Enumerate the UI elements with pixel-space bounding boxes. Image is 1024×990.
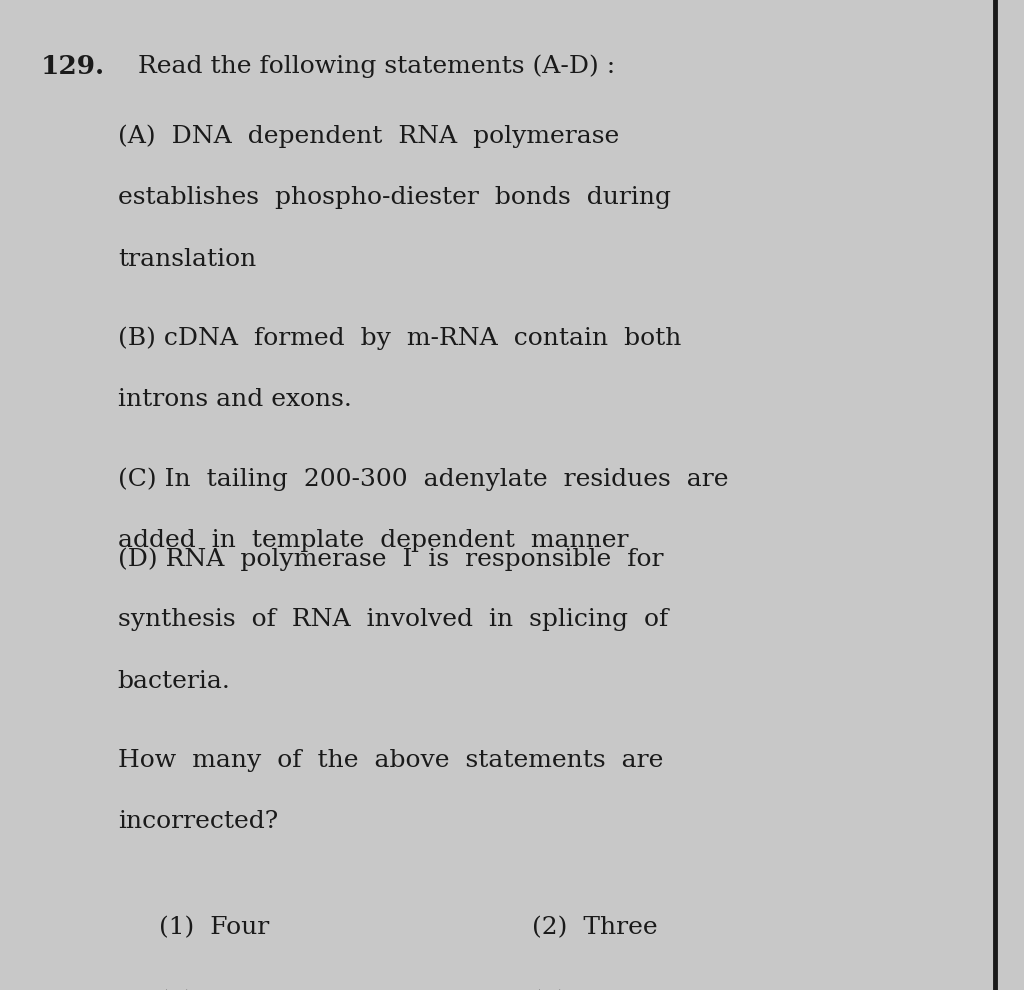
Text: translation: translation xyxy=(118,248,256,270)
Text: introns and exons.: introns and exons. xyxy=(118,388,351,411)
Text: incorrected?: incorrected? xyxy=(118,811,278,834)
Text: (B) cDNA  formed  by  m-RNA  contain  both: (B) cDNA formed by m-RNA contain both xyxy=(118,327,681,350)
Text: added  in  template  dependent  manner: added in template dependent manner xyxy=(118,529,629,551)
Text: (D) RNA  polymerase  I  is  responsible  for: (D) RNA polymerase I is responsible for xyxy=(118,547,664,570)
Text: synthesis  of  RNA  involved  in  splicing  of: synthesis of RNA involved in splicing of xyxy=(118,609,668,632)
Text: (A)  DNA  dependent  RNA  polymerase: (A) DNA dependent RNA polymerase xyxy=(118,125,620,148)
Text: (C) In  tailing  200-300  adenylate  residues  are: (C) In tailing 200-300 adenylate residue… xyxy=(118,467,728,491)
Text: (1)  Four: (1) Four xyxy=(159,917,269,940)
Text: bacteria.: bacteria. xyxy=(118,670,230,693)
Text: (2)  Three: (2) Three xyxy=(532,917,658,940)
Text: 129.: 129. xyxy=(41,54,105,79)
Text: How  many  of  the  above  statements  are: How many of the above statements are xyxy=(118,749,664,772)
Text: Read the following statements (A-D) :: Read the following statements (A-D) : xyxy=(138,54,615,78)
Text: establishes  phospho-diester  bonds  during: establishes phospho-diester bonds during xyxy=(118,186,671,209)
